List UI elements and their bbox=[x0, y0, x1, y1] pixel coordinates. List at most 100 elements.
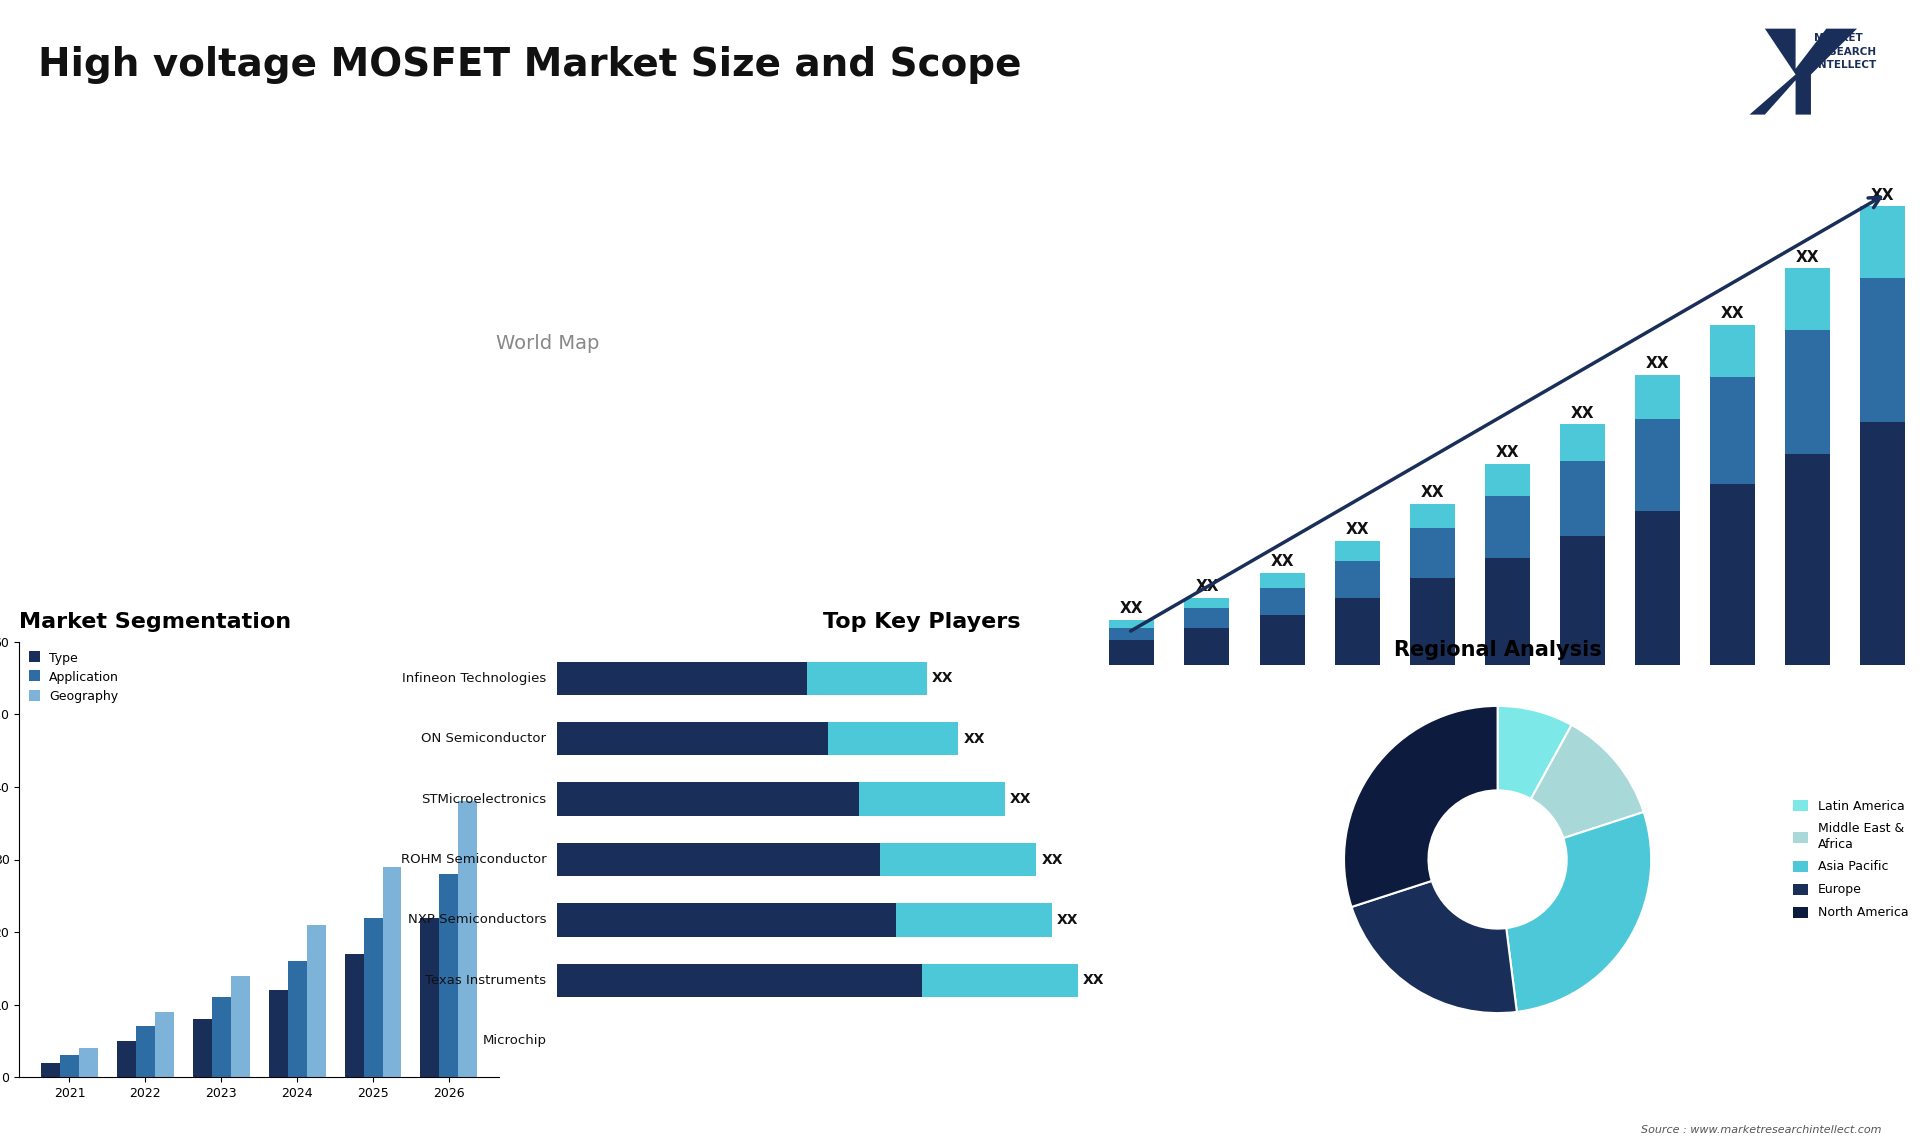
Bar bbox=[1634, 375, 1680, 419]
Bar bbox=[307, 925, 326, 1077]
Bar bbox=[230, 975, 250, 1077]
Bar bbox=[828, 722, 958, 755]
Legend: Type, Application, Geography: Type, Application, Geography bbox=[25, 647, 123, 707]
Bar bbox=[557, 842, 879, 877]
Text: XX: XX bbox=[1041, 853, 1064, 866]
Bar bbox=[1409, 528, 1455, 578]
Bar bbox=[1409, 503, 1455, 528]
Bar bbox=[1334, 598, 1380, 665]
Bar bbox=[1860, 422, 1905, 665]
Bar bbox=[922, 964, 1077, 997]
Bar bbox=[459, 801, 478, 1077]
Bar bbox=[60, 1055, 79, 1077]
Bar bbox=[1559, 424, 1605, 462]
Bar bbox=[1786, 268, 1830, 330]
Bar bbox=[1260, 573, 1304, 588]
Bar bbox=[156, 1012, 175, 1077]
Bar bbox=[557, 661, 806, 694]
Text: XX: XX bbox=[1083, 973, 1104, 988]
Bar bbox=[117, 1041, 136, 1077]
Wedge shape bbox=[1344, 706, 1498, 906]
Bar bbox=[1185, 598, 1229, 607]
Bar bbox=[557, 964, 922, 997]
Bar bbox=[1334, 541, 1380, 560]
Text: High voltage MOSFET Market Size and Scope: High voltage MOSFET Market Size and Scop… bbox=[38, 46, 1021, 84]
Wedge shape bbox=[1352, 881, 1517, 1013]
Bar bbox=[1185, 607, 1229, 628]
Text: STMicroelectronics: STMicroelectronics bbox=[420, 793, 547, 806]
Bar bbox=[1484, 558, 1530, 665]
Bar bbox=[1110, 628, 1154, 639]
Text: XX: XX bbox=[931, 672, 954, 685]
Bar bbox=[382, 866, 401, 1077]
Bar bbox=[1409, 578, 1455, 665]
Bar bbox=[40, 1062, 60, 1077]
Bar bbox=[1559, 536, 1605, 665]
Text: XX: XX bbox=[964, 731, 985, 746]
Bar bbox=[1559, 462, 1605, 536]
Polygon shape bbox=[1749, 29, 1857, 115]
Text: Infineon Technologies: Infineon Technologies bbox=[401, 672, 547, 684]
Bar bbox=[895, 903, 1052, 936]
Text: XX: XX bbox=[1795, 250, 1818, 265]
Text: XX: XX bbox=[1196, 579, 1219, 594]
Bar bbox=[1634, 419, 1680, 511]
Text: XX: XX bbox=[1571, 406, 1594, 421]
Legend: Latin America, Middle East &
Africa, Asia Pacific, Europe, North America: Latin America, Middle East & Africa, Asi… bbox=[1788, 794, 1914, 925]
Bar bbox=[363, 918, 382, 1077]
Text: ON Semiconductor: ON Semiconductor bbox=[420, 732, 547, 745]
Bar bbox=[1786, 330, 1830, 454]
Bar bbox=[1711, 325, 1755, 377]
Bar bbox=[1786, 454, 1830, 665]
Bar bbox=[1260, 588, 1304, 615]
Bar bbox=[1860, 206, 1905, 278]
Bar bbox=[806, 661, 927, 694]
Bar bbox=[557, 903, 895, 936]
Bar bbox=[1484, 464, 1530, 496]
Text: World Map: World Map bbox=[495, 335, 599, 353]
Bar bbox=[557, 783, 858, 816]
Text: XX: XX bbox=[1496, 446, 1519, 461]
Bar bbox=[1860, 278, 1905, 422]
Wedge shape bbox=[1498, 706, 1572, 799]
Title: Top Key Players: Top Key Players bbox=[824, 612, 1020, 631]
Wedge shape bbox=[1530, 725, 1644, 838]
Text: XX: XX bbox=[1346, 523, 1369, 537]
Bar bbox=[1185, 628, 1229, 665]
Bar bbox=[1634, 511, 1680, 665]
Text: Texas Instruments: Texas Instruments bbox=[424, 974, 547, 987]
Text: XX: XX bbox=[1271, 555, 1294, 570]
Text: XX: XX bbox=[1645, 356, 1668, 371]
Bar bbox=[420, 918, 440, 1077]
Bar bbox=[269, 990, 288, 1077]
Bar bbox=[1711, 484, 1755, 665]
Text: Microchip: Microchip bbox=[482, 1035, 547, 1047]
Text: XX: XX bbox=[1119, 602, 1144, 617]
Bar bbox=[1484, 496, 1530, 558]
Text: XX: XX bbox=[1870, 188, 1895, 203]
Title: Regional Analysis: Regional Analysis bbox=[1394, 641, 1601, 660]
Bar bbox=[344, 953, 363, 1077]
Text: NXP Semiconductors: NXP Semiconductors bbox=[407, 913, 547, 926]
Text: XX: XX bbox=[1421, 485, 1444, 500]
Text: MARKET
RESEARCH
INTELLECT: MARKET RESEARCH INTELLECT bbox=[1814, 33, 1876, 70]
Wedge shape bbox=[1507, 813, 1651, 1012]
Bar bbox=[136, 1027, 156, 1077]
Text: XX: XX bbox=[1058, 913, 1079, 927]
Bar bbox=[1110, 639, 1154, 665]
Text: XX: XX bbox=[1010, 792, 1031, 806]
Bar bbox=[1711, 377, 1755, 484]
Bar bbox=[440, 874, 459, 1077]
Bar bbox=[288, 961, 307, 1077]
Text: Source : www.marketresearchintellect.com: Source : www.marketresearchintellect.com bbox=[1642, 1124, 1882, 1135]
Bar bbox=[1110, 620, 1154, 628]
Bar bbox=[211, 997, 230, 1077]
Text: Market Segmentation: Market Segmentation bbox=[19, 612, 292, 631]
Text: XX: XX bbox=[1720, 306, 1743, 322]
Bar bbox=[1260, 615, 1304, 665]
Bar bbox=[192, 1019, 211, 1077]
Bar bbox=[858, 783, 1004, 816]
Bar bbox=[1334, 560, 1380, 598]
Bar bbox=[557, 722, 828, 755]
Bar bbox=[79, 1049, 98, 1077]
